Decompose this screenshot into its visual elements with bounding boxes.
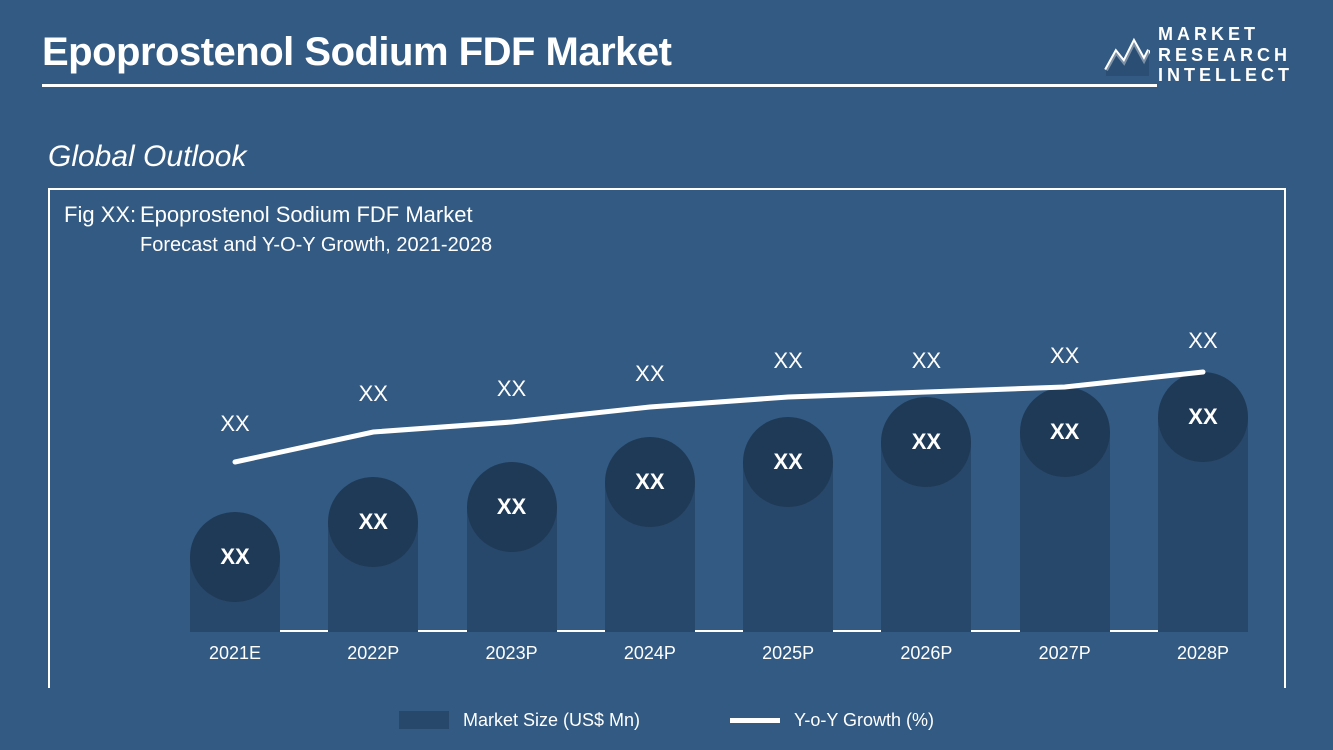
bar-top-label: XX xyxy=(605,361,695,387)
bar-group: XXXX xyxy=(1158,372,1248,632)
figure-subtitle: Forecast and Y-O-Y Growth, 2021-2028 xyxy=(140,234,492,257)
page-title: Epoprostenol Sodium FDF Market xyxy=(42,30,671,75)
plot-area: XXXXXXXXXXXXXXXXXXXXXXXXXXXXXXXX 2021E20… xyxy=(50,260,1288,690)
bar-value-circle: XX xyxy=(467,462,557,552)
bar-value-circle: XX xyxy=(743,417,833,507)
x-axis-label: 2028P xyxy=(1158,643,1248,664)
bar-top-label: XX xyxy=(1158,328,1248,354)
legend-swatch-line-icon xyxy=(730,718,780,723)
bar-top-label: XX xyxy=(1020,343,1110,369)
bar-group: XXXX xyxy=(605,437,695,632)
legend-swatch-bar-icon xyxy=(399,711,449,729)
bar-group: XXXX xyxy=(881,397,971,632)
bar-value-circle: XX xyxy=(1158,372,1248,462)
brand-logo: MARKET RESEARCH INTELLECT xyxy=(1104,24,1293,86)
bar-value-circle: XX xyxy=(605,437,695,527)
legend-item-line: Y-o-Y Growth (%) xyxy=(730,710,934,731)
logo-mark-icon xyxy=(1104,32,1150,78)
legend: Market Size (US$ Mn) Y-o-Y Growth (%) xyxy=(0,696,1333,744)
x-axis-label: 2021E xyxy=(190,643,280,664)
legend-label-bar: Market Size (US$ Mn) xyxy=(463,710,640,731)
x-axis-label: 2027P xyxy=(1020,643,1110,664)
bar-top-label: XX xyxy=(328,381,418,407)
bar-value-circle: XX xyxy=(1020,387,1110,477)
bar-group: XXXX xyxy=(190,512,280,632)
bar-top-label: XX xyxy=(467,376,557,402)
bar-group: XXXX xyxy=(467,462,557,632)
bar-value-circle: XX xyxy=(881,397,971,487)
x-axis-label: 2026P xyxy=(881,643,971,664)
figure-label: Fig XX: xyxy=(64,202,136,228)
legend-item-bar: Market Size (US$ Mn) xyxy=(399,710,640,731)
x-axis-label: 2022P xyxy=(328,643,418,664)
x-axis-label: 2023P xyxy=(467,643,557,664)
bars-container: XXXXXXXXXXXXXXXXXXXXXXXXXXXXXXXX xyxy=(190,322,1248,632)
bar-value-circle: XX xyxy=(190,512,280,602)
bar-top-label: XX xyxy=(743,348,833,374)
logo-line1: MARKET xyxy=(1158,24,1293,45)
legend-label-line: Y-o-Y Growth (%) xyxy=(794,710,934,731)
x-labels-row: 2021E 2022P 2023P 2024P 2025P 2026P 2027P 2028P xyxy=(190,643,1248,664)
bar-top-label: XX xyxy=(190,411,280,437)
logo-text: MARKET RESEARCH INTELLECT xyxy=(1158,24,1293,86)
bar-group: XXXX xyxy=(743,417,833,632)
bar-group: XXXX xyxy=(1020,387,1110,632)
logo-line3: INTELLECT xyxy=(1158,65,1293,86)
chart-frame: Fig XX: Epoprostenol Sodium FDF Market F… xyxy=(48,188,1286,688)
page-subtitle: Global Outlook xyxy=(48,140,246,174)
title-underline xyxy=(42,84,1157,87)
bar-value-circle: XX xyxy=(328,477,418,567)
x-axis-label: 2024P xyxy=(605,643,695,664)
logo-line2: RESEARCH xyxy=(1158,45,1293,66)
x-axis-label: 2025P xyxy=(743,643,833,664)
bar-group: XXXX xyxy=(328,477,418,632)
bar-top-label: XX xyxy=(881,348,971,374)
figure-title: Epoprostenol Sodium FDF Market xyxy=(140,202,473,228)
